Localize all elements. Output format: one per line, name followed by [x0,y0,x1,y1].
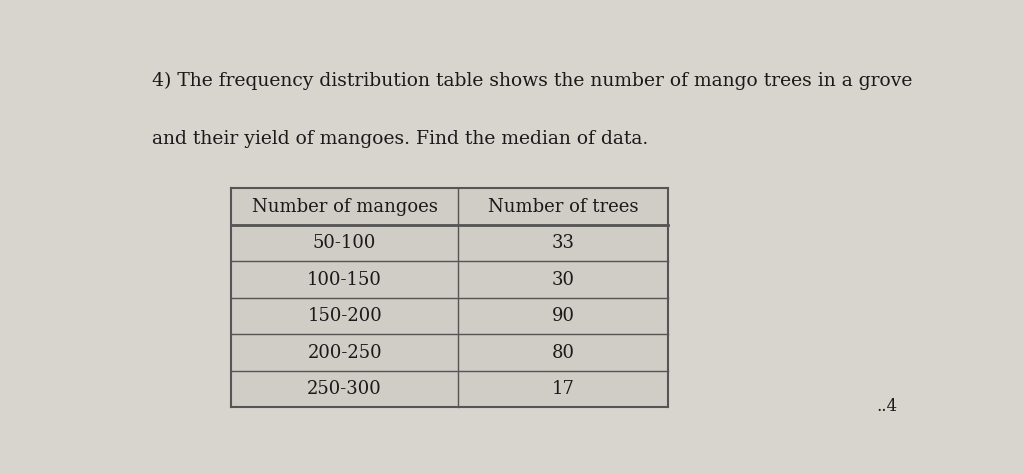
Text: Number of trees: Number of trees [487,198,638,216]
Bar [458,225,668,261]
Text: 17: 17 [552,380,574,398]
Text: 90: 90 [551,307,574,325]
Bar [231,188,458,225]
Text: 150-200: 150-200 [307,307,382,325]
Text: 200-250: 200-250 [307,344,382,362]
Bar [458,371,668,407]
Text: ..4: ..4 [877,398,898,415]
Text: and their yield of mangoes. Find the median of data.: and their yield of mangoes. Find the med… [152,130,648,148]
Bar [458,298,668,334]
Text: 30: 30 [551,271,574,289]
Bar [231,261,458,298]
Bar [231,298,458,334]
Bar [231,371,458,407]
Text: 50-100: 50-100 [313,234,377,252]
Text: 33: 33 [551,234,574,252]
Text: 80: 80 [551,344,574,362]
Bar [231,225,458,261]
Bar [458,334,668,371]
Bar [458,261,668,298]
Bar [458,188,668,225]
Text: Number of mangoes: Number of mangoes [252,198,437,216]
Text: 4) The frequency distribution table shows the number of mango trees in a grove: 4) The frequency distribution table show… [152,72,912,90]
Text: 100-150: 100-150 [307,271,382,289]
Bar [231,334,458,371]
Text: 250-300: 250-300 [307,380,382,398]
